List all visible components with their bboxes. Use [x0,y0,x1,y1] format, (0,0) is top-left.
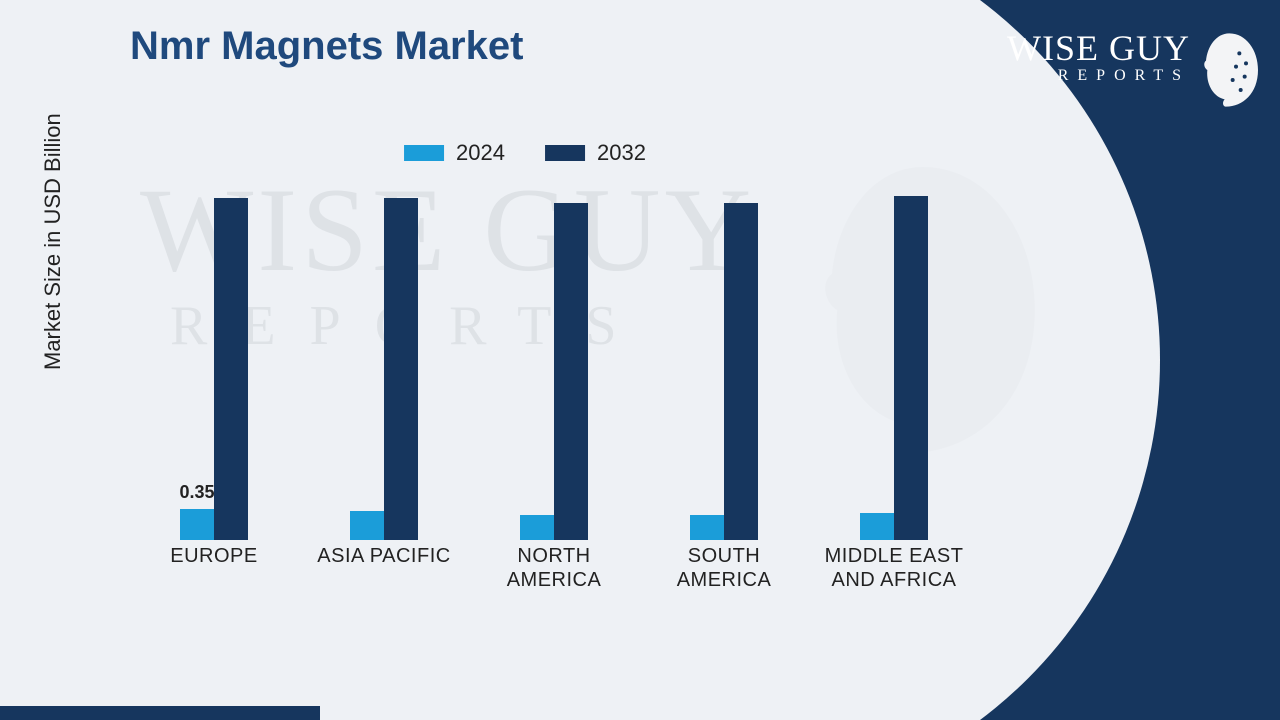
page-root: WISE GUY REPORTS Nmr Magnets Market WISE… [0,0,1280,720]
bar-2024 [180,509,214,541]
bar-2032 [384,198,418,540]
bar-value-label: 0.35 [167,482,227,503]
bar-2024 [520,515,554,540]
legend-label-2032: 2032 [597,140,646,166]
bottom-accent-bar [0,706,320,720]
bar-2024 [690,515,724,540]
legend-swatch-2024 [404,145,444,161]
category-label: MIDDLE EAST AND AFRICA [824,544,964,592]
category-label: EUROPE [144,544,284,568]
legend-item-2024: 2024 [404,140,505,166]
category-label: SOUTH AMERICA [654,544,794,592]
bar-2032 [724,203,758,541]
category-label: ASIA PACIFIC [314,544,454,568]
category-label: NORTH AMERICA [484,544,624,592]
bar-2032 [894,196,928,540]
chart-legend: 2024 2032 [404,140,646,166]
brand-line2: REPORTS [1007,68,1190,84]
bar-2024 [860,513,894,540]
plot-area: 0.35 [128,180,988,540]
brand-block: WISE GUY REPORTS [1007,30,1250,84]
page-title: Nmr Magnets Market [130,24,523,69]
legend-item-2032: 2032 [545,140,646,166]
bar-chart: 2024 2032 Market Size in USD Billion 0.3… [50,140,1000,700]
brand-line1: WISE GUY [1007,30,1190,66]
bar-2032 [554,203,588,541]
legend-swatch-2032 [545,145,585,161]
bar-2024 [350,511,384,540]
y-axis-label: Market Size in USD Billion [40,113,66,370]
legend-label-2024: 2024 [456,140,505,166]
